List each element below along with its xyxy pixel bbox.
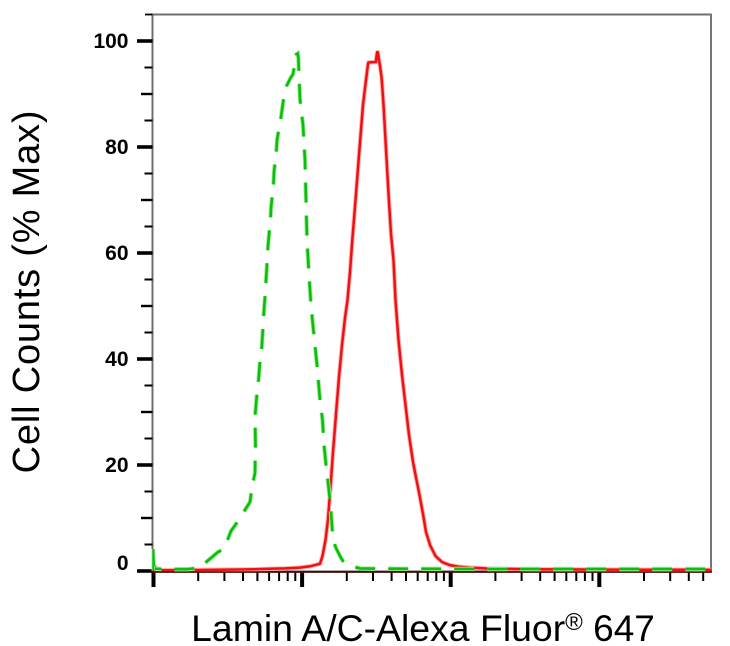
svg-text:100: 100: [93, 30, 128, 53]
svg-text:80: 80: [105, 136, 128, 159]
svg-text:Lamin A/C-Alexa Fluor® 647: Lamin A/C-Alexa Fluor® 647: [191, 607, 655, 646]
svg-text:Cell Counts (% Max): Cell Counts (% Max): [6, 110, 48, 474]
svg-text:60: 60: [105, 242, 128, 265]
svg-text:40: 40: [105, 348, 128, 371]
svg-text:20: 20: [105, 454, 128, 477]
svg-text:0: 0: [117, 552, 129, 575]
